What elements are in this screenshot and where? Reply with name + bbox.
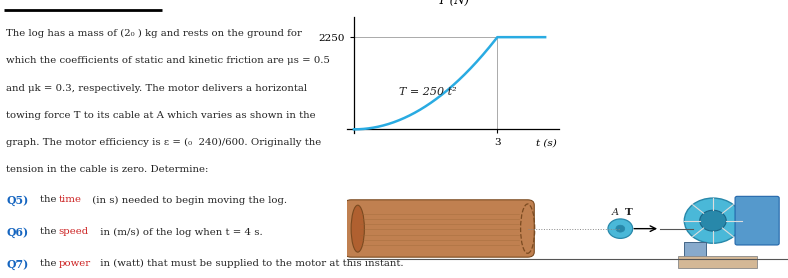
- Text: speed: speed: [59, 227, 89, 236]
- Ellipse shape: [351, 205, 364, 252]
- Circle shape: [700, 210, 727, 231]
- Text: graph. The motor efficiency is ε = (₀  240)/600. Originally the: graph. The motor efficiency is ε = (₀ 24…: [6, 138, 322, 147]
- Text: the: the: [40, 227, 60, 236]
- Text: Q5): Q5): [6, 195, 28, 207]
- FancyBboxPatch shape: [735, 196, 779, 245]
- Text: towing force T to its cable at A which varies as shown in the: towing force T to its cable at A which v…: [6, 111, 316, 120]
- Circle shape: [684, 198, 742, 243]
- Text: which the coefficients of static and kinetic friction are μs = 0.5: which the coefficients of static and kin…: [6, 56, 330, 65]
- Text: (in s) needed to begin moving the log.: (in s) needed to begin moving the log.: [89, 195, 288, 205]
- Text: Q6): Q6): [6, 227, 28, 239]
- Text: T (N): T (N): [437, 0, 469, 7]
- Text: t (s): t (s): [537, 138, 557, 147]
- FancyBboxPatch shape: [678, 256, 757, 267]
- Text: and μk = 0.3, respectively. The motor delivers a horizontal: and μk = 0.3, respectively. The motor de…: [6, 84, 307, 93]
- FancyBboxPatch shape: [344, 200, 534, 257]
- Text: T: T: [624, 208, 632, 217]
- Text: tension in the cable is zero. Determine:: tension in the cable is zero. Determine:: [6, 165, 209, 174]
- Text: T = 250 t²: T = 250 t²: [400, 86, 457, 96]
- Text: in (watt) that must be supplied to the motor at this instant.: in (watt) that must be supplied to the m…: [97, 259, 403, 269]
- Text: the: the: [40, 195, 60, 204]
- Circle shape: [616, 225, 625, 232]
- Text: power: power: [59, 259, 91, 268]
- Text: the: the: [40, 259, 60, 268]
- Text: A: A: [611, 208, 619, 217]
- Text: Q7): Q7): [6, 259, 28, 270]
- Text: time: time: [59, 195, 82, 204]
- Circle shape: [608, 219, 633, 239]
- Text: in (m/s) of the log when t = 4 s.: in (m/s) of the log when t = 4 s.: [97, 227, 262, 237]
- Text: The log has a mass of (2₀ ) kg and rests on the ground for: The log has a mass of (2₀ ) kg and rests…: [6, 29, 303, 38]
